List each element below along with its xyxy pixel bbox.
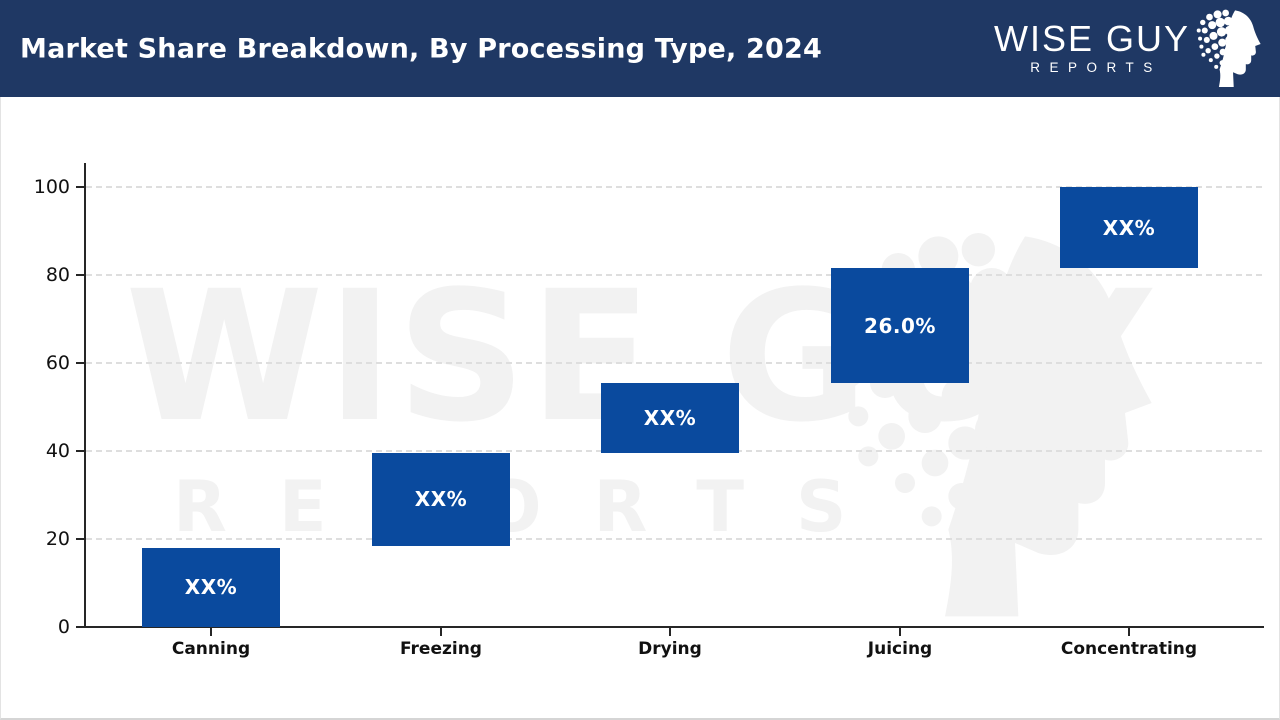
wise-guy-logo: WISE GUY REPORTS bbox=[994, 7, 1266, 89]
bar-drying: XX% bbox=[601, 382, 739, 454]
gridline-100 bbox=[86, 186, 1262, 188]
x-axis-tick bbox=[210, 628, 212, 636]
x-axis-category-label: Juicing bbox=[867, 639, 933, 659]
x-axis-tick bbox=[899, 628, 901, 636]
y-axis-tick-label: 80 bbox=[45, 264, 70, 286]
head-profile-icon bbox=[1192, 7, 1266, 89]
bar-canning: XX% bbox=[142, 547, 280, 627]
y-axis-tick-label: 40 bbox=[45, 440, 70, 462]
y-axis-tick-60 bbox=[76, 362, 84, 364]
page-title: Market Share Breakdown, By Processing Ty… bbox=[20, 33, 822, 64]
bar-value-label: 26.0% bbox=[864, 313, 936, 338]
y-axis-tick-0 bbox=[76, 626, 84, 628]
y-axis-tick-40 bbox=[76, 450, 84, 452]
bar-value-label: XX% bbox=[414, 487, 468, 512]
x-axis-category-label: Freezing bbox=[400, 639, 482, 659]
x-axis-category-label: Canning bbox=[171, 639, 251, 659]
bar-value-label: XX% bbox=[643, 405, 697, 430]
y-axis-tick-label: 20 bbox=[45, 528, 70, 550]
bar-juicing: 26.0% bbox=[831, 268, 969, 383]
bar-freezing: XX% bbox=[372, 453, 510, 546]
gridline-20 bbox=[86, 538, 1262, 540]
gridline-60 bbox=[86, 362, 1262, 364]
x-axis-tick bbox=[440, 628, 442, 636]
bar-value-label: XX% bbox=[184, 575, 238, 600]
header: Market Share Breakdown, By Processing Ty… bbox=[0, 0, 1280, 97]
bar-value-label: XX% bbox=[1102, 215, 1156, 240]
y-axis-tick-label: 100 bbox=[33, 176, 70, 198]
x-axis-tick bbox=[1128, 628, 1130, 636]
x-axis-line bbox=[84, 626, 1264, 628]
bar-concentrating: XX% bbox=[1060, 187, 1198, 269]
y-axis-tick-label: 0 bbox=[57, 616, 70, 638]
logo-secondary-text: REPORTS bbox=[1030, 60, 1162, 75]
x-axis-tick bbox=[669, 628, 671, 636]
y-axis-tick-100 bbox=[76, 186, 84, 188]
gridline-80 bbox=[86, 274, 1262, 276]
logo-primary-text: WISE GUY bbox=[993, 18, 1190, 59]
x-axis-category-label: Drying bbox=[638, 639, 702, 659]
x-axis-category-label: Concentrating bbox=[1060, 639, 1198, 659]
logo-text: WISE GUY REPORTS bbox=[993, 18, 1190, 76]
y-axis-tick-80 bbox=[76, 274, 84, 276]
y-axis-tick-20 bbox=[76, 538, 84, 540]
y-axis-line bbox=[84, 163, 86, 627]
y-axis-tick-label: 60 bbox=[45, 352, 70, 374]
